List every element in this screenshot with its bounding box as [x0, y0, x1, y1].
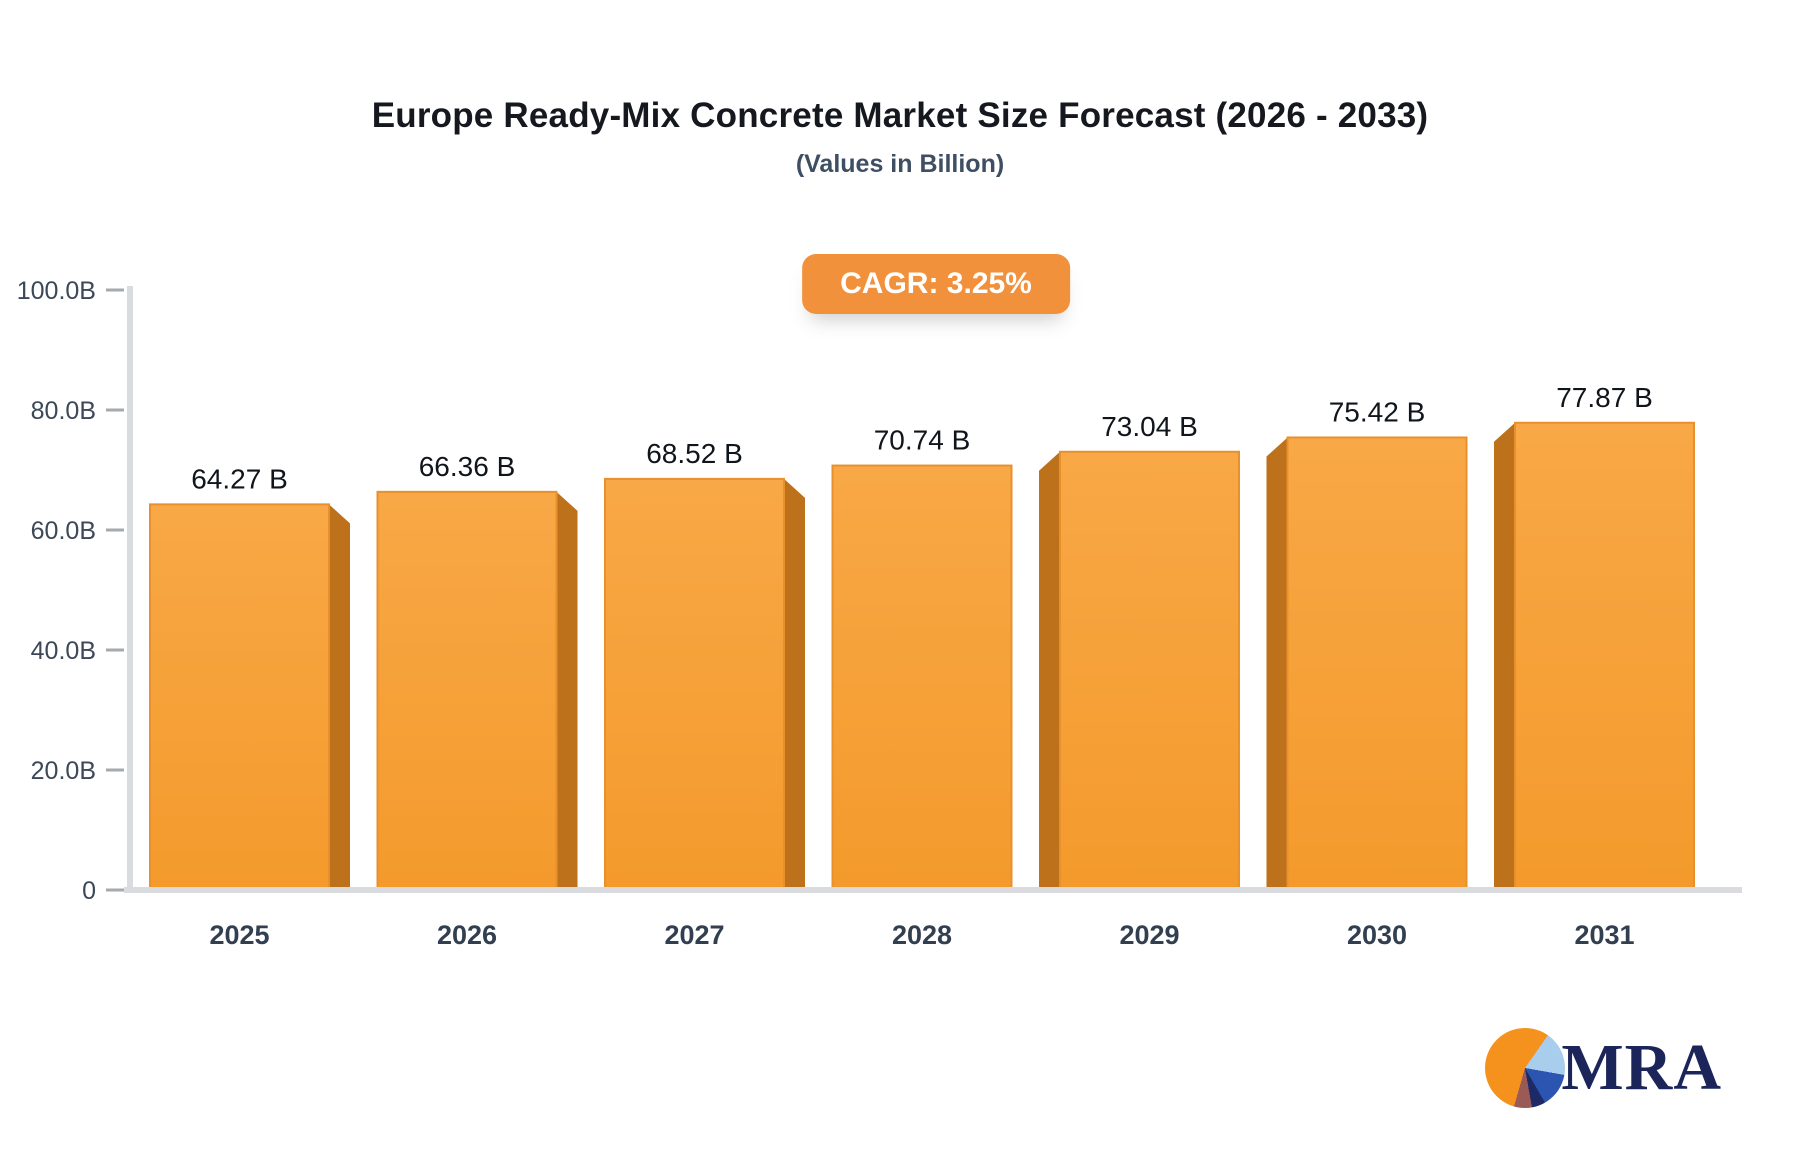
y-axis-label: 0	[82, 877, 96, 905]
bar-face-2029[interactable]	[1059, 450, 1240, 891]
cagr-badge: CAGR: 3.25%	[802, 254, 1070, 314]
x-axis-label-2026: 2026	[437, 920, 497, 950]
bar-face-2028[interactable]	[831, 464, 1013, 891]
bar-side-face	[784, 478, 805, 890]
bar-side-face	[1494, 422, 1515, 890]
y-axis-tick	[106, 528, 124, 532]
bar-side-face	[329, 504, 350, 890]
y-axis-label: 80.0B	[31, 397, 96, 425]
x-axis-label-2027: 2027	[664, 920, 724, 950]
y-axis-label: 20.0B	[31, 757, 96, 785]
bar-value-label: 75.42 B	[1329, 396, 1426, 427]
bar-face-2025[interactable]	[149, 503, 330, 891]
x-axis-label-2029: 2029	[1119, 920, 1179, 950]
bar-side-face	[556, 491, 578, 890]
bar-side-face	[1039, 451, 1060, 890]
y-axis-line	[127, 286, 133, 892]
bar-value-label: 66.36 B	[419, 451, 516, 482]
bar-face-2026[interactable]	[376, 490, 558, 891]
x-axis-label-2025: 2025	[209, 920, 269, 950]
y-axis-tick	[106, 408, 124, 412]
y-axis-tick	[106, 288, 124, 292]
y-axis-tick	[106, 888, 124, 892]
y-axis-tick	[106, 768, 124, 772]
x-axis-label-2031: 2031	[1574, 920, 1634, 950]
bar-value-label: 64.27 B	[191, 463, 288, 494]
bar-value-label: 77.87 B	[1556, 382, 1653, 413]
mra-logo: MRA	[1485, 1028, 1722, 1108]
bar-side-face	[1266, 437, 1288, 890]
y-axis-tick	[106, 648, 124, 652]
bar-value-label: 70.74 B	[874, 425, 971, 456]
chart-title: Europe Ready-Mix Concrete Market Size Fo…	[371, 96, 1429, 135]
y-axis-label: 100.0B	[17, 277, 96, 305]
x-axis-label-2030: 2030	[1347, 920, 1407, 950]
mra-logo-text: MRA	[1561, 1031, 1722, 1104]
bar-value-label: 73.04 B	[1101, 411, 1198, 442]
bar-face-2027[interactable]	[604, 477, 785, 891]
x-axis-label-2028: 2028	[892, 920, 952, 950]
y-axis-label: 60.0B	[31, 517, 96, 545]
x-axis-line	[124, 887, 1742, 893]
bar-face-2031[interactable]	[1514, 421, 1695, 891]
chart-subtitle: (Values in Billion)	[795, 150, 1005, 178]
bar-value-label: 68.52 B	[646, 438, 743, 469]
pie-chart-icon	[1485, 1028, 1566, 1108]
bar-face-2030[interactable]	[1286, 436, 1468, 891]
y-axis-label: 40.0B	[31, 637, 96, 665]
